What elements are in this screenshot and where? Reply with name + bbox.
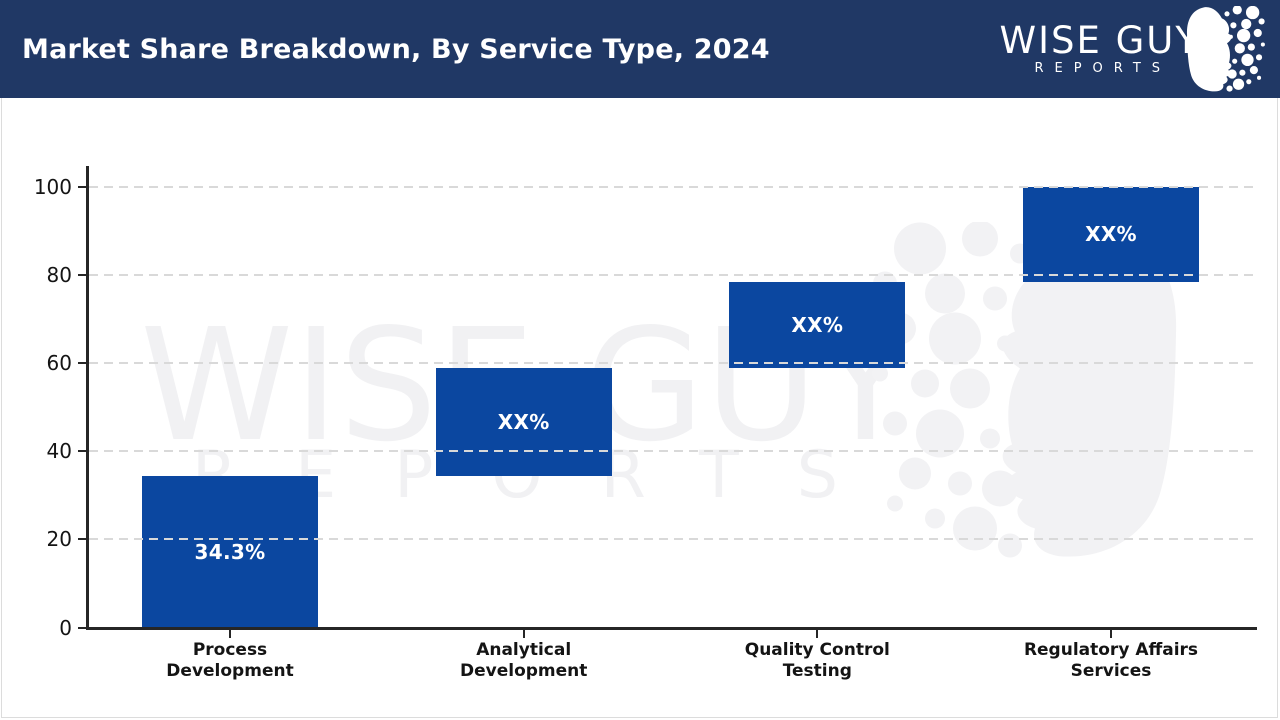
y-tick-label: 60 [46, 351, 72, 376]
logo-wordmark: WISE GUY [999, 18, 1200, 62]
y-tick-label: 0 [59, 615, 72, 640]
bar-quality-control-testing: XX% [729, 281, 906, 368]
bar-value-label: XX% [791, 312, 844, 337]
x-tick [816, 630, 819, 638]
y-axis-line [86, 166, 89, 629]
x-axis-line [86, 627, 1257, 630]
y-tick [78, 450, 87, 453]
y-tick-label: 40 [46, 439, 72, 464]
bar-value-label: XX% [1085, 222, 1137, 247]
category-label-quality-control-testing: Quality Control Testing [687, 640, 947, 682]
x-tick [1110, 630, 1112, 638]
category-label-process-development: Process Development [100, 640, 360, 682]
category-line: Quality Control [744, 640, 890, 660]
x-tick [229, 630, 231, 638]
category-line: Analytical [476, 640, 572, 660]
category-label-analytical-development: Analytical Development [394, 640, 654, 682]
y-tick [78, 362, 87, 365]
figure-border [1, 98, 1278, 718]
category-label-regulatory-affairs-services: Regulatory Affairs Services [981, 640, 1241, 682]
category-line: Testing [782, 661, 852, 681]
y-tick [78, 538, 87, 541]
gridline-100 [89, 186, 1255, 189]
bar-regulatory-affairs-services: XX% [1023, 187, 1199, 282]
y-tick [78, 186, 87, 189]
y-tick-label: 20 [46, 527, 72, 552]
gridline-40 [89, 450, 1255, 453]
header-bar: Market Share Breakdown, By Service Type,… [0, 0, 1280, 98]
y-tick-label: 100 [33, 175, 72, 200]
category-line: Development [459, 661, 588, 681]
watermark-head-graphic [872, 222, 1177, 558]
dotted-head-icon [1186, 6, 1265, 92]
gridline-80 [89, 274, 1255, 277]
bar-value-label: XX% [497, 410, 550, 435]
y-tick [78, 626, 87, 629]
bar-value-label: 34.3% [194, 539, 266, 564]
gridline-60 [89, 362, 1255, 365]
logo-subtitle: REPORTS [1034, 61, 1172, 77]
wise-guy-logo: WISE GUY REPORTS [1000, 6, 1268, 92]
y-tick [78, 274, 87, 277]
page-title: Market Share Breakdown, By Service Type,… [22, 33, 770, 65]
category-line: Regulatory Affairs [1023, 640, 1199, 660]
logo-text: WISE GUY REPORTS [999, 18, 1200, 77]
bar-analytical-development: XX% [435, 367, 612, 477]
bar-process-development: 34.3% [142, 476, 318, 628]
x-tick [522, 630, 525, 638]
category-line: Development [166, 661, 294, 681]
gridline-20 [89, 538, 1255, 541]
category-line: Services [1070, 661, 1152, 681]
category-line: Process [192, 640, 268, 660]
y-tick-label: 80 [46, 263, 72, 288]
